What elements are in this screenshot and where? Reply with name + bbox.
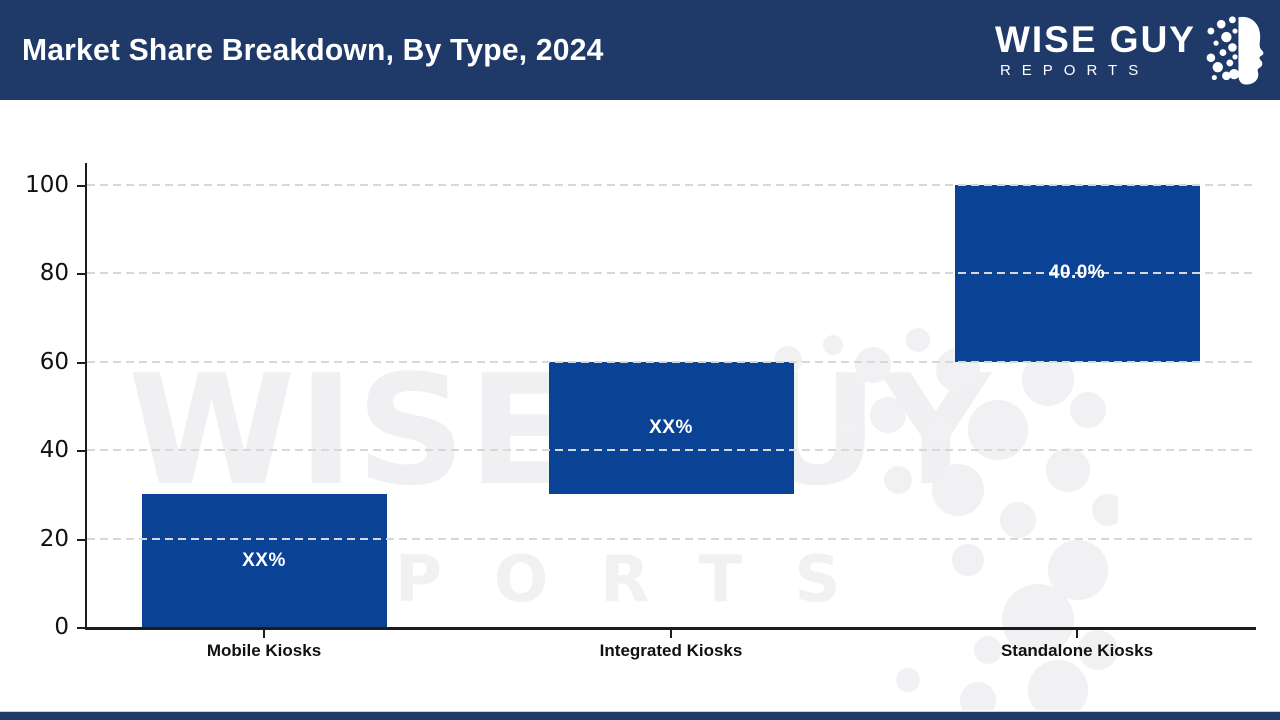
gridline	[87, 449, 1256, 452]
logo-face-icon	[1206, 16, 1264, 85]
y-axis-line	[85, 163, 87, 630]
x-axis-line	[85, 627, 1256, 630]
header-band: Market Share Breakdown, By Type, 2024 WI…	[0, 0, 1280, 100]
logo-wordmark: WISE GUY REPORTS	[995, 21, 1196, 79]
x-tick	[670, 630, 672, 638]
chart-title: Market Share Breakdown, By Type, 2024	[22, 32, 604, 67]
logo-text-wiseguy: WISE GUY	[994, 19, 1196, 60]
y-tick	[77, 273, 85, 276]
bar-value-label: 40.0%	[1048, 262, 1106, 284]
bar-value-label: XX%	[242, 549, 286, 571]
logo-text-reports: REPORTS	[999, 62, 1150, 79]
gridline	[87, 272, 1256, 275]
y-tick-label: 20	[39, 525, 69, 552]
y-tick-label: 80	[39, 260, 69, 287]
gridline	[87, 360, 1256, 363]
y-tick	[77, 450, 85, 453]
y-tick	[77, 627, 85, 629]
x-category-label: Mobile Kiosks	[206, 641, 322, 660]
gridline	[87, 537, 1256, 540]
gridline	[87, 184, 1256, 186]
x-tick	[263, 630, 265, 638]
y-tick	[77, 538, 85, 541]
bar	[548, 361, 794, 495]
y-tick-label: 40	[39, 437, 69, 464]
y-tick	[77, 361, 85, 364]
y-tick-label: 60	[39, 348, 69, 375]
bar	[141, 494, 387, 627]
x-category-label: Standalone Kiosks	[1000, 641, 1154, 660]
wiseguy-logo: WISE GUY REPORTS	[995, 9, 1266, 91]
x-tick	[1076, 630, 1078, 638]
y-tick-label: 100	[25, 172, 69, 198]
bar-value-label: XX%	[649, 417, 693, 439]
y-tick-label: 0	[54, 614, 69, 640]
x-category-label: Integrated Kiosks	[599, 641, 743, 660]
y-tick	[77, 185, 85, 187]
footer-band	[0, 711, 1280, 720]
